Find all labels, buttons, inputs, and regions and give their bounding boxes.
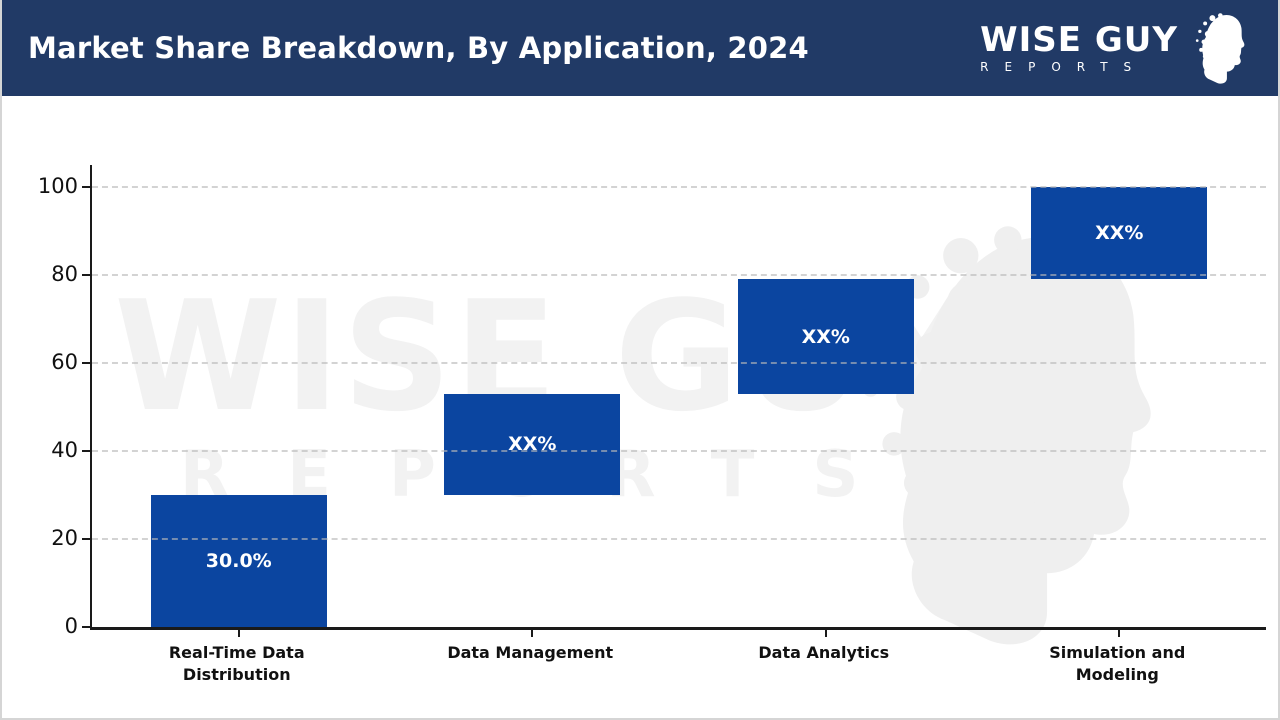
x-axis-labels: Real-Time Data Distribution Data Manageme…	[90, 642, 1264, 702]
bar-value-label: XX%	[508, 433, 557, 456]
bar-value-label: 30.0%	[205, 550, 272, 572]
gridline-100	[92, 186, 1266, 188]
gridline-80	[92, 274, 1266, 276]
x-category-label-text: Real-Time Data Distribution	[168, 643, 305, 684]
y-tick-mark	[82, 362, 90, 364]
x-category-label: Data Management	[384, 642, 678, 664]
y-tick-label: 100	[37, 174, 78, 199]
logo-subtext: REPORTS	[980, 60, 1148, 74]
dotted-face-profile-icon	[1186, 12, 1252, 85]
wise-guy-reports-logo: WISE GUY REPORTS	[980, 12, 1252, 85]
logo-wordmark: WISE GUY	[980, 20, 1178, 60]
y-tick-mark	[82, 626, 90, 628]
plot-area: 0 20 40 60 80 100 30.0% XX% XX% XX%	[38, 165, 1266, 638]
y-tick-label: 40	[51, 438, 78, 463]
y-tick-mark	[82, 186, 90, 188]
logo-text: WISE GUY REPORTS	[980, 23, 1178, 73]
waterfall-bar: XX%	[737, 279, 914, 394]
bar-value-label: XX%	[1095, 222, 1144, 245]
x-tick-mark	[824, 630, 827, 637]
x-category-label: Real-Time Data Distribution	[90, 642, 384, 685]
y-tick-label: 60	[51, 350, 78, 375]
x-category-label: Simulation and Modeling	[971, 642, 1265, 685]
y-tick-mark	[82, 274, 90, 276]
page-title: Market Share Breakdown, By Application, …	[28, 31, 809, 65]
x-category-label-text: Simulation and Modeling	[1049, 643, 1186, 684]
x-tick-mark	[237, 630, 240, 637]
waterfall-bar: XX%	[1031, 187, 1208, 280]
y-tick-label: 80	[51, 262, 78, 287]
gridline-60	[92, 362, 1266, 364]
gridline-20	[92, 538, 1266, 540]
y-tick-mark	[82, 538, 90, 540]
bar-value-label: XX%	[801, 325, 850, 348]
y-tick-label: 20	[51, 526, 78, 551]
x-category-label-text: Data Management	[447, 643, 614, 662]
waterfall-bar: 30.0%	[150, 495, 327, 627]
waterfall-bar: XX%	[444, 393, 621, 495]
x-category-label: Data Analytics	[677, 642, 971, 664]
gridline-40	[92, 450, 1266, 452]
y-tick-label: 0	[64, 614, 78, 639]
x-category-label-text: Data Analytics	[758, 643, 890, 662]
x-tick-mark	[1118, 630, 1121, 637]
x-tick-mark	[531, 630, 534, 637]
y-tick-mark	[82, 450, 90, 452]
report-header: Market Share Breakdown, By Application, …	[2, 0, 1278, 96]
